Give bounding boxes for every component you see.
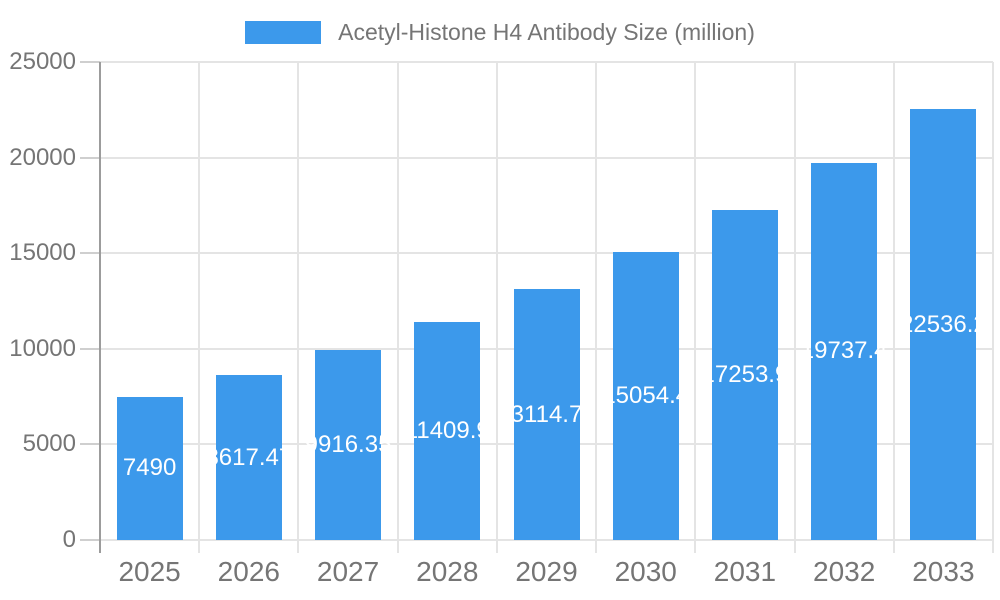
y-axis-tick-label: 15000 [9, 239, 76, 267]
y-axis-tick [80, 443, 100, 446]
x-axis-tick-label: 2032 [813, 556, 876, 587]
chart-legend[interactable]: Acetyl-Histone H4 Antibody Size (million… [0, 19, 1000, 46]
bar-value-label: 8617.47 [205, 443, 293, 471]
y-gridline [100, 252, 993, 255]
y-gridline [100, 539, 993, 541]
x-gridline [694, 62, 697, 553]
bar[interactable] [711, 210, 778, 540]
legend-label: Acetyl-Histone H4 Antibody Size (million… [338, 19, 755, 45]
x-gridline [198, 62, 201, 553]
x-gridline [297, 62, 300, 553]
bar[interactable] [612, 252, 679, 540]
x-gridline [595, 62, 598, 553]
bar-value-label: 19737.4 [800, 337, 888, 365]
bar-value-label: 11409.9 [404, 416, 490, 444]
y-axis-tick [80, 539, 100, 541]
y-gridline [100, 156, 993, 159]
legend-swatch-icon [245, 21, 322, 44]
bar-value-label: 22536.2 [899, 310, 987, 338]
y-gridline [100, 61, 993, 63]
x-axis-tick-label: 2033 [912, 556, 975, 587]
bar-value-label: 13114.78 [497, 400, 596, 428]
bar-value-label: 7490 [122, 454, 177, 482]
x-gridline [495, 62, 498, 553]
x-gridline [396, 62, 399, 553]
bar[interactable] [910, 109, 977, 540]
x-gridline [992, 62, 994, 553]
y-axis-tick [80, 347, 100, 350]
y-axis-tick-label: 10000 [9, 334, 76, 362]
bar[interactable] [215, 375, 282, 540]
y-axis-line [99, 62, 101, 553]
y-axis-tick-label: 25000 [9, 48, 76, 75]
y-axis-tick [80, 61, 100, 63]
y-axis-tick [80, 252, 100, 255]
x-gridline [793, 62, 796, 553]
bar[interactable] [116, 396, 183, 540]
y-axis-tick [80, 156, 100, 159]
x-axis-tick-label: 2028 [416, 556, 479, 587]
bar-value-label: 9916.35 [304, 431, 392, 459]
x-axis-tick-label: 2025 [118, 556, 181, 587]
bar[interactable] [811, 162, 878, 540]
bar[interactable] [315, 350, 382, 540]
bar[interactable] [414, 321, 481, 540]
y-axis-tick-label: 5000 [22, 430, 76, 458]
x-axis-tick-label: 2031 [713, 556, 777, 587]
x-axis-tick-label: 2026 [217, 556, 280, 587]
x-axis-tick-label: 2027 [316, 556, 380, 587]
x-gridline [892, 62, 895, 553]
bar-value-label: 15054.4 [602, 382, 690, 410]
x-axis-tick-label: 2030 [614, 556, 677, 587]
y-axis-tick-label: 0 [62, 526, 76, 553]
bar-value-label: 17253.9 [701, 361, 789, 389]
y-axis-tick-label: 20000 [9, 143, 76, 171]
bar[interactable] [513, 289, 580, 540]
x-axis-tick-label: 2029 [515, 556, 578, 587]
